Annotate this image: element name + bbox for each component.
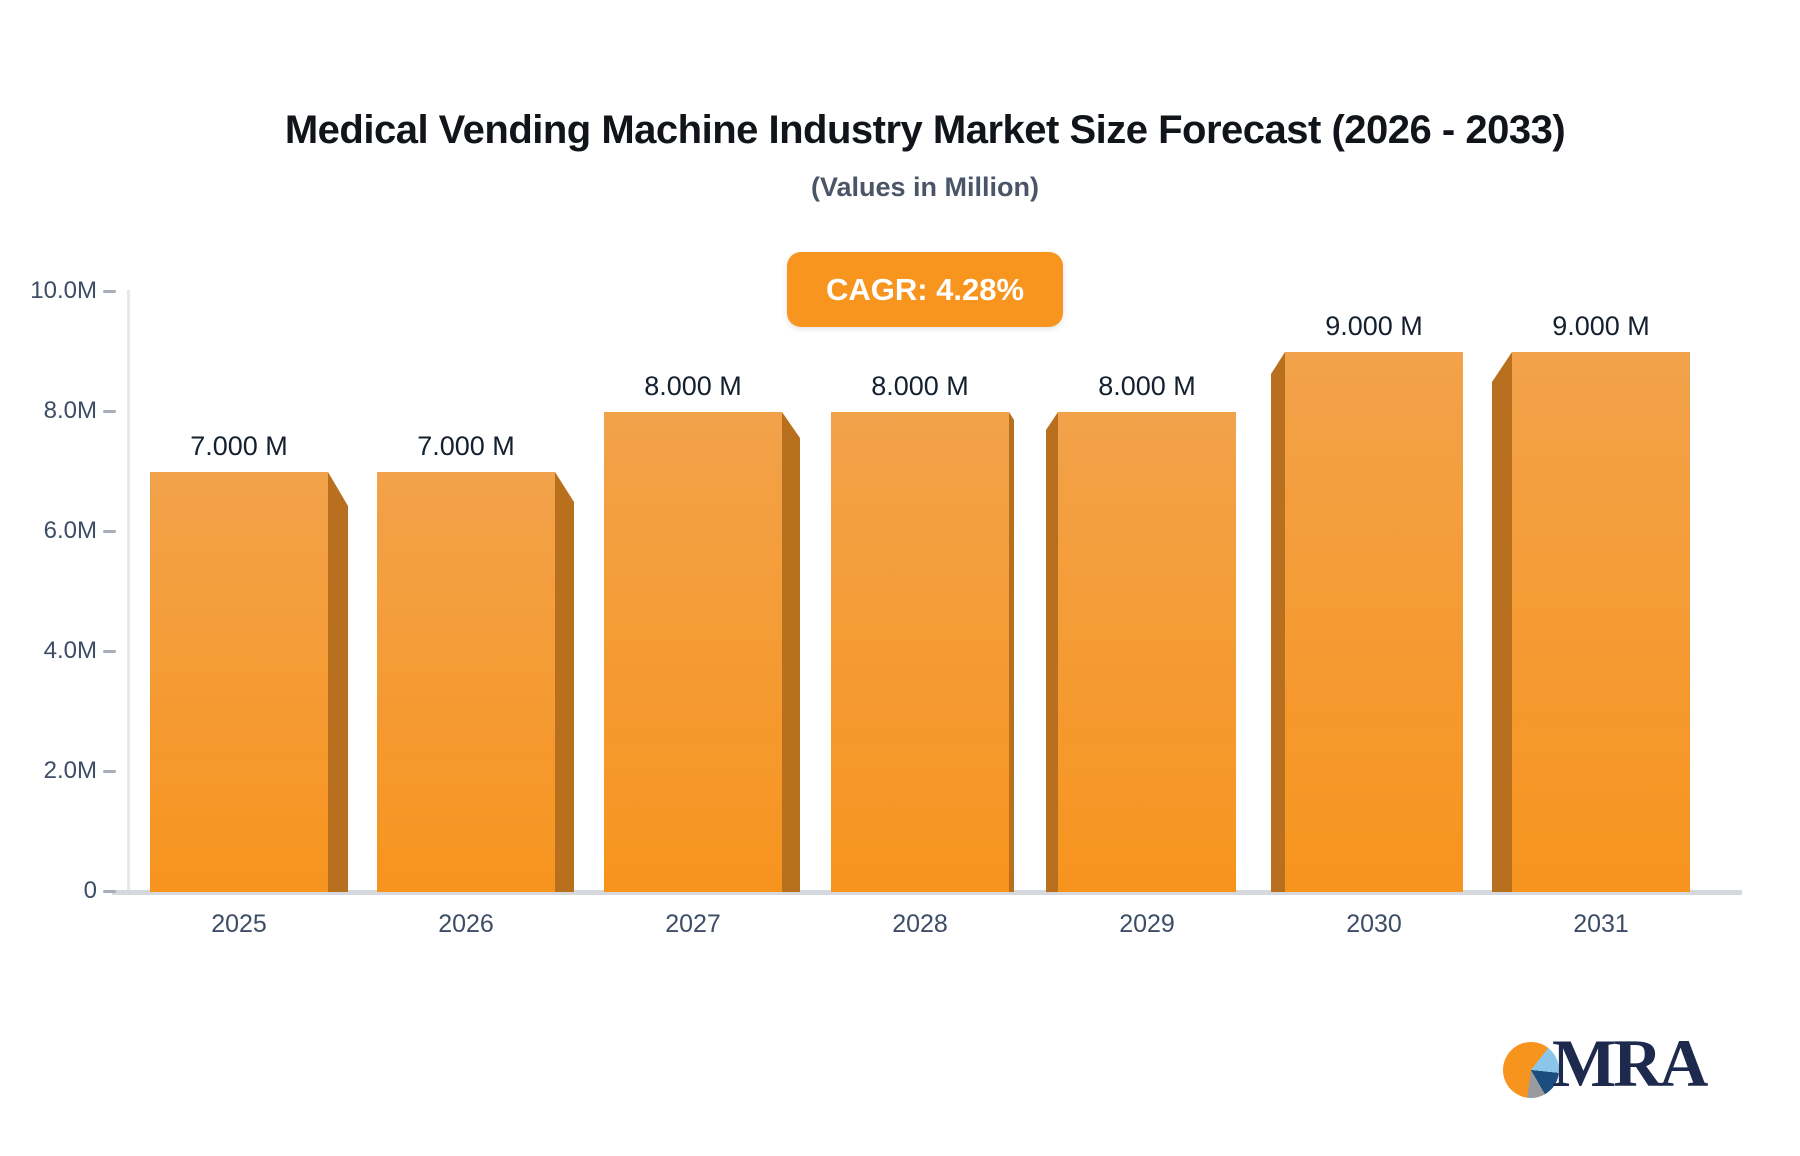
bar-value-label: 9.000 M xyxy=(1552,311,1650,341)
bar-2031: 9.000 M xyxy=(1492,311,1690,892)
bar-side-face xyxy=(555,472,574,892)
x-tick-label-2030: 2030 xyxy=(1346,910,1402,938)
y-tick-dash xyxy=(103,410,116,413)
y-tick-label: 4.0M xyxy=(43,637,97,664)
bar-value-label: 8.000 M xyxy=(871,371,969,401)
cagr-badge: CAGR: 4.28% xyxy=(787,252,1063,327)
plot-area: 10.0M 8.0M 6.0M 4.0M 2.0M 0 7.000 M 2025 7.000 M… xyxy=(30,277,1742,938)
y-tick-label: 0 xyxy=(83,877,97,904)
bar-2025: 7.000 M xyxy=(150,431,348,892)
bar-front-face xyxy=(377,472,555,892)
chart-title: Medical Vending Machine Industry Market … xyxy=(284,108,1566,152)
x-tick-label-2031: 2031 xyxy=(1573,910,1629,938)
bar-side-face xyxy=(782,412,800,892)
x-tick-label-2028: 2028 xyxy=(892,910,948,938)
bar-2028: 8.000 M xyxy=(831,371,1014,892)
bar-front-face xyxy=(1058,412,1236,892)
y-tick-label: 6.0M xyxy=(43,517,97,544)
bar-side-face xyxy=(1492,352,1512,892)
x-tick-label-2026: 2026 xyxy=(438,910,494,938)
bar-value-label: 9.000 M xyxy=(1325,311,1423,341)
bar-front-face xyxy=(150,472,328,892)
bar-value-label: 8.000 M xyxy=(644,371,742,401)
y-tick-label: 10.0M xyxy=(30,277,97,304)
bar-2030: 9.000 M xyxy=(1271,311,1463,892)
y-tick-dash xyxy=(103,650,116,653)
bar-front-face xyxy=(1285,352,1463,892)
bar-side-face xyxy=(1046,412,1058,892)
logo-text: MRA xyxy=(1552,1025,1708,1101)
y-tick-dash xyxy=(103,530,116,533)
bar-front-face xyxy=(604,412,782,892)
y-tick-label: 8.0M xyxy=(43,397,97,424)
y-tick-dash xyxy=(103,890,116,893)
x-tick-label-2025: 2025 xyxy=(211,910,267,938)
bar-side-face xyxy=(328,472,348,892)
bar-2027: 8.000 M xyxy=(604,371,800,892)
bar-2026: 7.000 M xyxy=(377,431,574,892)
bar-2029: 8.000 M xyxy=(1046,371,1236,892)
bar-value-label: 8.000 M xyxy=(1098,371,1196,401)
cagr-badge-label: CAGR: 4.28% xyxy=(825,271,1025,307)
y-tick-dash xyxy=(103,290,116,293)
x-axis-baseline xyxy=(112,890,1742,895)
chart-subtitle: (Values in Million) xyxy=(810,172,1040,202)
bar-front-face xyxy=(1512,352,1690,892)
bar-value-label: 7.000 M xyxy=(417,431,515,461)
y-tick-label: 2.0M xyxy=(43,757,97,784)
bar-value-label: 7.000 M xyxy=(190,431,288,461)
x-tick-label-2029: 2029 xyxy=(1119,910,1175,938)
y-tick-dash xyxy=(103,770,116,773)
y-axis-line xyxy=(127,290,130,894)
mra-logo: MRA xyxy=(1500,1025,1780,1130)
bar-side-face xyxy=(1271,352,1285,892)
bar-front-face xyxy=(831,412,1009,892)
bar-side-face xyxy=(1009,412,1014,892)
pie-chart-logo-icon xyxy=(1503,1042,1559,1098)
x-tick-label-2027: 2027 xyxy=(665,910,721,938)
